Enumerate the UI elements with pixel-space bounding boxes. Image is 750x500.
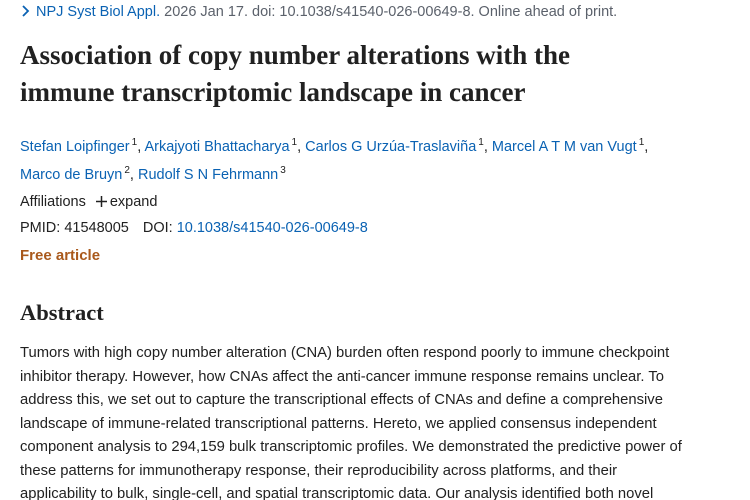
affiliation-number: 1 (478, 137, 484, 148)
author-separator: , (297, 138, 302, 155)
expand-label: expand (109, 194, 158, 210)
doi-label: DOI: (142, 220, 173, 236)
article-title: Association of copy number alterations w… (20, 40, 570, 70)
abstract-line: these patterns for immunotherapy respons… (20, 462, 618, 479)
abstract-line: inhibitor therapy. However, how CNAs aff… (20, 368, 664, 385)
abstract-line: applicability to bulk, single-cell, and … (20, 486, 654, 500)
abstract-text: Tumors with high copy number alteration … (20, 342, 682, 500)
author-separator: , (137, 138, 142, 155)
author-link[interactable]: Marcel A T M van Vugt (491, 138, 637, 155)
affiliation-number: 1 (131, 137, 138, 148)
citation-details: 2026 Jan 17. doi: 10.1038/s41540-026-006… (164, 4, 618, 20)
doi-link[interactable]: 10.1038/s41540-026-00649-8 (176, 220, 368, 236)
citation: NPJ Syst Biol Appl. 2026 Jan 17. doi: 10… (20, 4, 617, 20)
author-separator: , (129, 166, 134, 183)
abstract-line: Tumors with high copy number alteration … (20, 345, 670, 361)
author-link[interactable]: Rudolf S N Fehrmann (137, 166, 279, 183)
author-separator: , (483, 138, 488, 155)
pmid: 41548005 (64, 220, 129, 236)
affiliation-number: 1 (291, 137, 298, 148)
article-title: immune transcriptomic landscape in cance… (20, 77, 526, 107)
author-list: Stefan Loipfinger 1, Arkajyoti Bhattachar… (20, 131, 740, 187)
affiliation-number: 1 (638, 137, 645, 148)
pmid-label: PMID: (20, 220, 61, 236)
abstract-line: component analysis to 294,159 bulk trans… (20, 439, 682, 455)
expand-button[interactable]: expand (95, 194, 158, 210)
free-article: Free article (20, 247, 101, 264)
plus-icon (95, 196, 107, 207)
abstract-line: address this, we set out to capture the … (20, 392, 663, 408)
affiliations-label: Affiliations (20, 194, 86, 210)
affiliation-number: 2 (124, 164, 130, 176)
author-link[interactable]: Arkajyoti Bhattacharya (144, 138, 290, 155)
author-separator: , (644, 138, 649, 155)
affiliation-number: 3 (280, 164, 286, 176)
author-link[interactable]: Marco de Bruyn (20, 166, 123, 183)
author-link[interactable]: Stefan Loipfinger (20, 138, 130, 155)
abstract-heading: Abstract (20, 300, 104, 325)
author-link[interactable]: Carlos G Urzúa-Traslaviña (305, 138, 477, 155)
abstract-line: landscape of immune-related transcriptio… (20, 415, 657, 432)
identifiers: PMID: 41548005 DOI: 10.1038/s41540-026-0… (20, 220, 368, 236)
affiliations: Affiliations expand (20, 194, 157, 210)
chevron-icon (22, 5, 30, 17)
journal-link[interactable]: NPJ Syst Biol Appl. (36, 4, 161, 20)
